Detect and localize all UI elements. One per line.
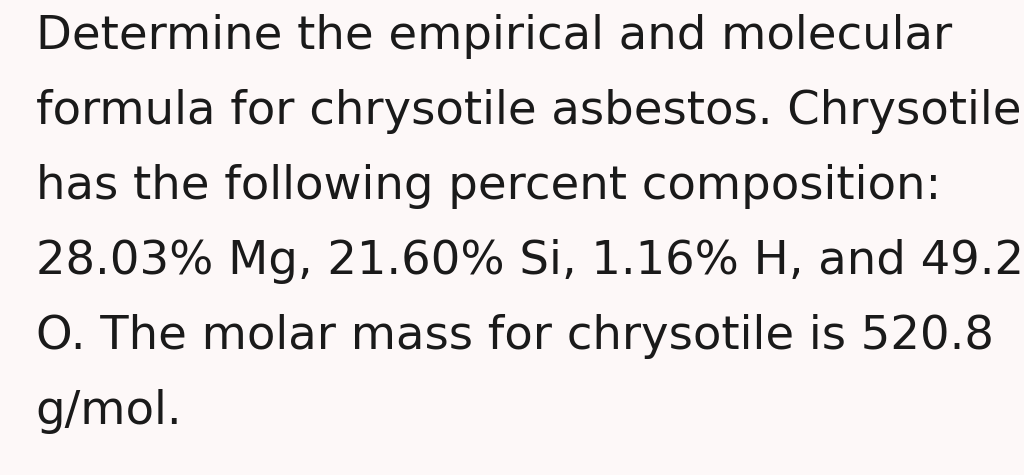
Text: 28.03% Mg, 21.60% Si, 1.16% H, and 49.21%: 28.03% Mg, 21.60% Si, 1.16% H, and 49.21…: [36, 239, 1024, 285]
Text: Determine the empirical and molecular: Determine the empirical and molecular: [36, 14, 952, 59]
Text: g/mol.: g/mol.: [36, 390, 182, 435]
Text: has the following percent composition:: has the following percent composition:: [36, 164, 941, 209]
Text: formula for chrysotile asbestos. Chrysotile: formula for chrysotile asbestos. Chrysot…: [36, 89, 1021, 134]
Text: O. The molar mass for chrysotile is 520.8: O. The molar mass for chrysotile is 520.…: [36, 314, 993, 360]
